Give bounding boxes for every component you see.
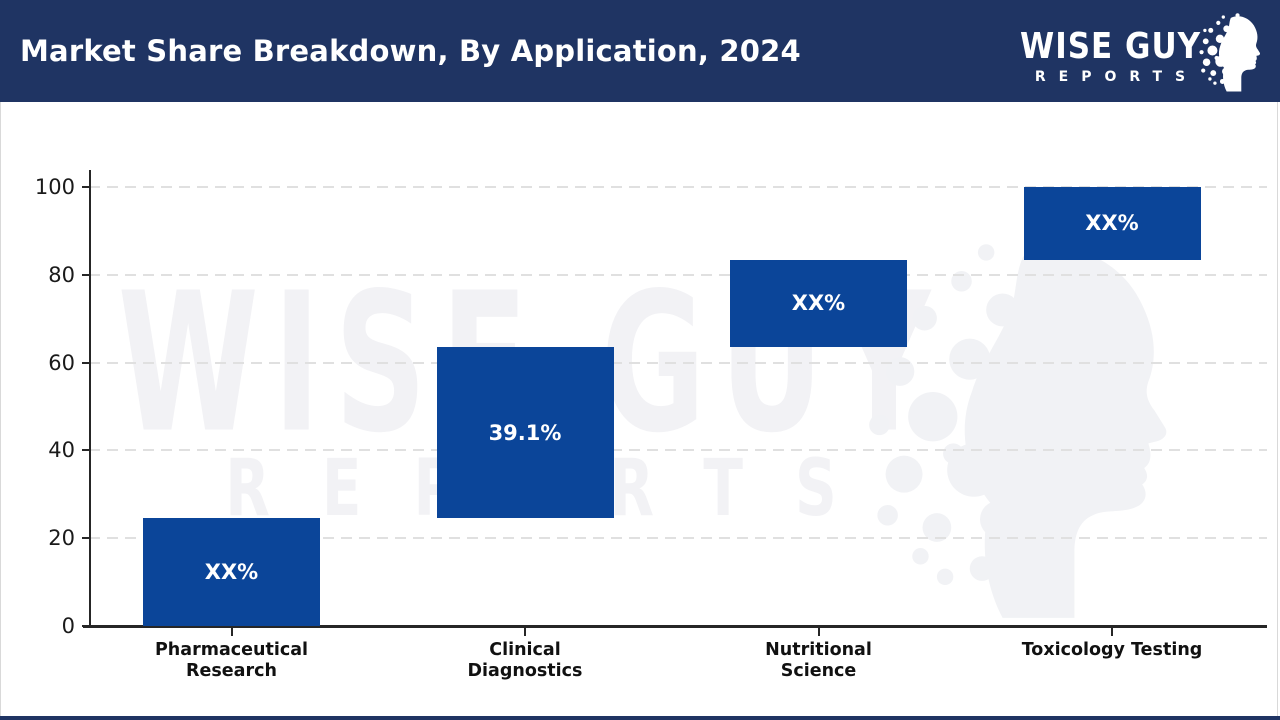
y-axis-line [89, 170, 91, 628]
bar-value-label: 39.1% [488, 420, 562, 445]
footer-bar [0, 716, 1280, 720]
y-tick-label: 60 [48, 350, 75, 375]
logo-wordmark-line2: REPORTS [1034, 69, 1199, 85]
x-axis-tick [817, 628, 820, 636]
y-tick-label: 80 [48, 262, 75, 287]
bar-segment [730, 259, 907, 347]
y-axis-tick [82, 449, 90, 452]
y-tick-label: 100 [34, 175, 75, 199]
gridline-100 [89, 186, 1267, 188]
gridline-20 [89, 537, 1267, 540]
y-axis-tick [82, 186, 90, 188]
x-category-label: Nutritional Science [669, 640, 969, 681]
bar-value-label: XX% [1085, 211, 1139, 236]
x-category-label-line: Diagnostics [467, 660, 583, 681]
watermark-face-icon [869, 234, 1167, 618]
x-category-label-line: Toxicology Testing [1021, 640, 1203, 660]
x-category-label: Toxicology Testing [962, 640, 1262, 661]
x-axis-tick [524, 628, 526, 636]
y-tick-label: 0 [61, 614, 75, 638]
bar-segment [436, 346, 614, 519]
x-category-label-line: Science [780, 660, 857, 681]
wiseguy-logo: WISE GUY REPORTS [1020, 10, 1270, 96]
bar-segment [143, 518, 320, 626]
x-category-label-line: Research [186, 660, 277, 681]
gridline-60 [89, 361, 1267, 364]
chart-area: WISE GUY REPORTS 020406080100XX%Pharmace… [0, 102, 1278, 716]
gridline-40 [89, 449, 1267, 452]
x-category-label: Clinical Diagnostics [375, 640, 675, 681]
x-category-label-line: Nutritional [765, 640, 872, 660]
logo-wordmark-line1: WISE GUY [1020, 26, 1202, 68]
y-axis-tick [82, 537, 90, 540]
x-axis-tick [1111, 628, 1113, 636]
x-category-label: Pharmaceutical Research [82, 640, 382, 681]
x-axis-tick [230, 628, 233, 636]
bar-value-label: XX% [204, 560, 259, 585]
logo-wordmark: WISE GUY REPORTS [1020, 26, 1200, 85]
bar-value-label: XX% [791, 291, 846, 316]
x-category-label-line: Clinical [489, 640, 561, 660]
page-title: Market Share Breakdown, By Application, … [20, 34, 801, 68]
x-category-label-line: Pharmaceutical [154, 640, 308, 660]
y-axis-tick [82, 361, 90, 364]
y-axis-tick [82, 273, 90, 276]
wiseguy-face-icon [1199, 13, 1261, 92]
y-tick-label: 20 [48, 526, 75, 551]
gridline-80 [89, 273, 1267, 276]
bar-segment [1023, 187, 1201, 260]
header-banner: Market Share Breakdown, By Application, … [0, 0, 1280, 102]
y-tick-label: 40 [48, 438, 75, 463]
x-axis-line [83, 625, 1267, 628]
